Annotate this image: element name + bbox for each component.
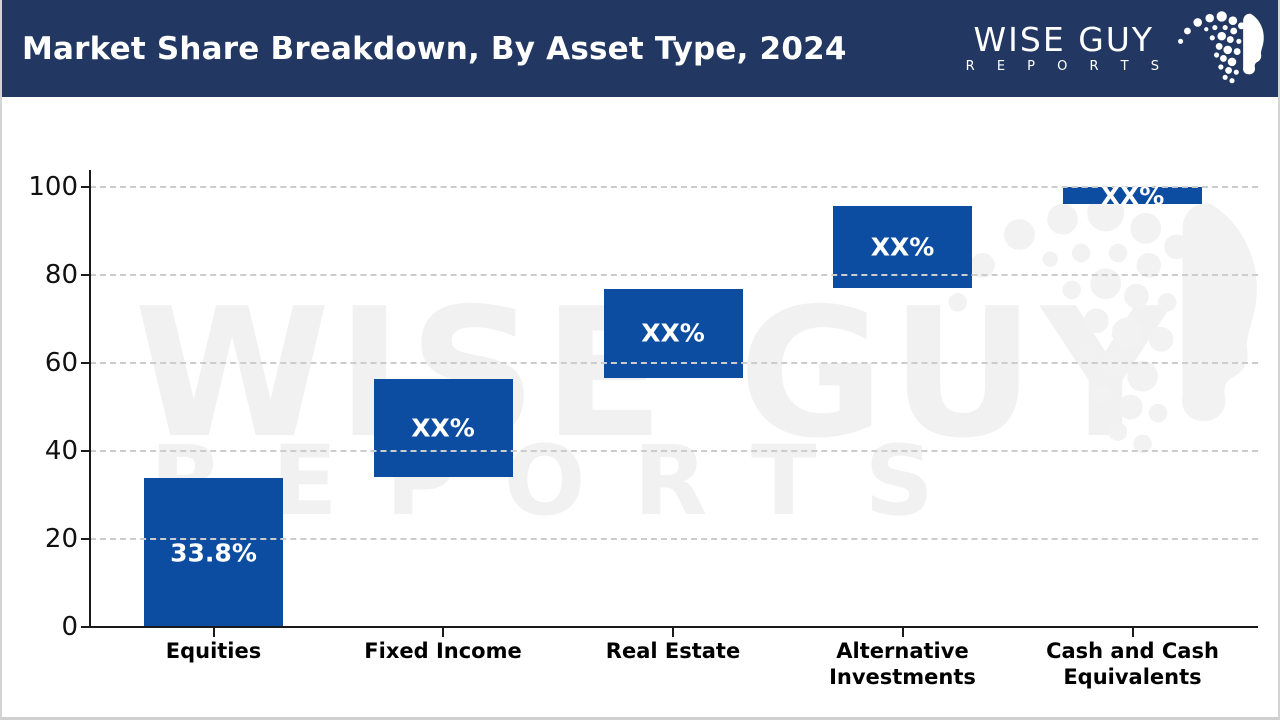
bar-fixed-income bbox=[373, 378, 513, 478]
logo-text: WISE GUY R E P O R T S bbox=[960, 19, 1168, 75]
bar-cash-and-cash-equivalents bbox=[1063, 187, 1202, 205]
header-band: Market Share Breakdown, By Asset Type, 2… bbox=[2, 0, 1278, 97]
bar-value-label: XX% bbox=[1100, 181, 1165, 211]
x-tick-0 bbox=[212, 628, 215, 637]
wise-guy-reports-logo: WISE GUY R E P O R T S bbox=[960, 10, 1278, 88]
x-axis-line bbox=[89, 626, 1258, 628]
x-category-label: Equities bbox=[165, 639, 262, 663]
dotted-head-profile-icon bbox=[1178, 10, 1264, 83]
x-tick-1 bbox=[442, 628, 444, 637]
x-category-label: Alternative Investments bbox=[829, 639, 976, 689]
y-tick-80 bbox=[81, 274, 90, 276]
y-tick-label-100: 100 bbox=[28, 172, 78, 202]
y-tick-0 bbox=[81, 626, 90, 628]
y-tick-label-40: 40 bbox=[44, 436, 78, 466]
y-tick-20 bbox=[81, 538, 90, 540]
page-title: Market Share Breakdown, By Asset Type, 2… bbox=[22, 30, 847, 67]
bar-value-label: XX% bbox=[641, 318, 705, 348]
bar-value-label: 33.8% bbox=[170, 538, 257, 568]
watermark-head-profile-icon bbox=[948, 194, 1257, 454]
gridline-100 bbox=[90, 186, 1258, 188]
y-tick-label-20: 20 bbox=[44, 524, 78, 554]
bar-value-label: XX% bbox=[411, 413, 475, 443]
logo-wordmark: WISE GUY bbox=[973, 19, 1155, 59]
gridline-80 bbox=[90, 274, 1258, 276]
x-category-label: Cash and Cash Equivalents bbox=[1046, 639, 1219, 689]
x-category-label: Fixed Income bbox=[364, 639, 522, 663]
y-tick-label-80: 80 bbox=[44, 260, 78, 290]
gridline-40 bbox=[90, 450, 1258, 452]
gridline-20 bbox=[90, 538, 1258, 540]
x-tick-4 bbox=[1131, 628, 1134, 637]
x-category-label: Real Estate bbox=[605, 639, 741, 663]
x-tick-3 bbox=[901, 628, 904, 637]
y-tick-label-60: 60 bbox=[44, 348, 78, 378]
logo-subtitle: R E P O R T S bbox=[965, 59, 1168, 75]
y-tick-100 bbox=[81, 186, 90, 188]
y-axis-line bbox=[89, 170, 91, 628]
y-tick-60 bbox=[81, 362, 90, 364]
gridline-60 bbox=[90, 362, 1258, 364]
bar-equities bbox=[144, 478, 283, 627]
y-tick-label-0: 0 bbox=[61, 612, 78, 642]
bar-value-label: XX% bbox=[870, 232, 935, 262]
y-tick-40 bbox=[81, 450, 90, 452]
x-tick-2 bbox=[672, 628, 674, 637]
